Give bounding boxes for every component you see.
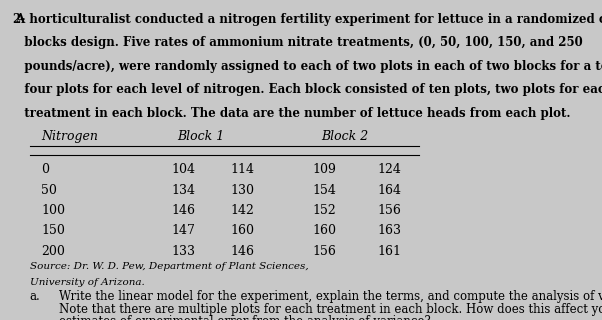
Text: 163: 163 (377, 224, 402, 237)
Text: 134: 134 (171, 183, 195, 196)
Text: 160: 160 (230, 224, 254, 237)
Text: 0: 0 (42, 163, 49, 176)
Text: 130: 130 (230, 183, 254, 196)
Text: treatment in each block. The data are the number of lettuce heads from each plot: treatment in each block. The data are th… (12, 107, 571, 120)
Text: University of Arizona.: University of Arizona. (29, 277, 144, 287)
Text: Note that there are multiple plots for each treatment in each block. How does th: Note that there are multiple plots for e… (59, 303, 602, 316)
Text: Block 1: Block 1 (177, 130, 225, 143)
Text: blocks design. Five rates of ammonium nitrate treatments, (0, 50, 100, 150, and : blocks design. Five rates of ammonium ni… (12, 36, 583, 49)
Text: 150: 150 (42, 224, 65, 237)
Text: 142: 142 (230, 204, 254, 217)
Text: a.: a. (29, 290, 40, 303)
Text: 164: 164 (377, 183, 402, 196)
Text: 161: 161 (377, 245, 402, 258)
Text: 146: 146 (230, 245, 254, 258)
Text: 133: 133 (171, 245, 195, 258)
Text: four plots for each level of nitrogen. Each block consisted of ten plots, two pl: four plots for each level of nitrogen. E… (12, 83, 602, 96)
Text: 109: 109 (313, 163, 337, 176)
Text: Write the linear model for the experiment, explain the terms, and compute the an: Write the linear model for the experimen… (59, 290, 602, 303)
Text: 114: 114 (230, 163, 254, 176)
Text: 154: 154 (313, 183, 337, 196)
Text: pounds/acre), were randomly assigned to each of two plots in each of two blocks : pounds/acre), were randomly assigned to … (12, 60, 602, 73)
Text: estimates of experimental error from the analysis of variance?: estimates of experimental error from the… (59, 315, 431, 320)
Text: 156: 156 (377, 204, 402, 217)
Text: 152: 152 (313, 204, 337, 217)
Text: 156: 156 (313, 245, 337, 258)
Text: 2-: 2- (12, 12, 25, 26)
Text: 50: 50 (42, 183, 57, 196)
Text: 200: 200 (42, 245, 65, 258)
Text: Source: Dr. W. D. Pew, Department of Plant Sciences,: Source: Dr. W. D. Pew, Department of Pla… (29, 262, 308, 271)
Text: Block 2: Block 2 (321, 130, 369, 143)
Text: Nitrogen: Nitrogen (42, 130, 98, 143)
Text: A horticulturalist conducted a nitrogen fertility experiment for lettuce in a ra: A horticulturalist conducted a nitrogen … (12, 12, 602, 26)
Text: 104: 104 (171, 163, 195, 176)
Text: 147: 147 (171, 224, 195, 237)
Text: 160: 160 (313, 224, 337, 237)
Text: 124: 124 (377, 163, 402, 176)
Text: 100: 100 (42, 204, 66, 217)
Text: 146: 146 (171, 204, 195, 217)
